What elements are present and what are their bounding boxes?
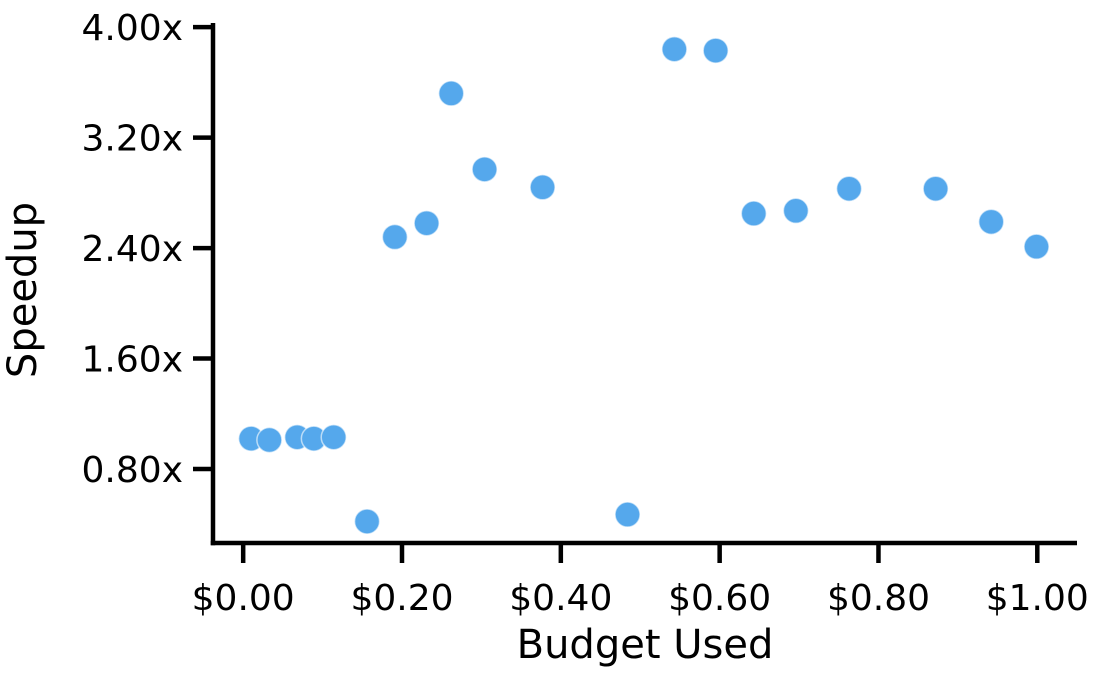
data-point (740, 200, 768, 227)
x-tick-label: $0.00 (192, 578, 295, 619)
data-point (782, 197, 810, 225)
data-point (529, 174, 556, 201)
data-point (437, 80, 465, 107)
y-tick-label: 1.60x (82, 340, 183, 381)
data-point (922, 175, 949, 202)
data-point (320, 423, 347, 451)
data-point (661, 35, 688, 63)
data-point (614, 501, 641, 528)
data-point (1023, 233, 1050, 260)
x-tick-label: $0.60 (668, 578, 771, 619)
y-tick-label: 3.20x (82, 119, 183, 160)
data-point (381, 223, 409, 251)
y-tick-label: 4.00x (82, 8, 183, 49)
data-point (353, 508, 381, 535)
data-point (471, 156, 498, 183)
data-point (413, 209, 440, 237)
x-tick-label: $0.80 (827, 578, 930, 619)
data-point (702, 37, 729, 64)
y-axis-label: Speedup (0, 202, 46, 378)
x-tick-label: $0.40 (509, 578, 612, 619)
y-tick-label: 0.80x (82, 450, 183, 491)
data-point (977, 208, 1005, 236)
data-point (256, 426, 283, 454)
y-tick-label: 2.40x (82, 229, 183, 270)
x-tick-label: $0.20 (350, 578, 453, 619)
x-axis-label: Budget Used (517, 622, 774, 668)
plot-area: 0.80x 1.60x 2.40x 3.20x 4.00x $0.00 $0.20 $0.40… (82, 8, 1089, 619)
data-point (835, 175, 863, 202)
x-tick-label: $1.00 (986, 578, 1089, 619)
